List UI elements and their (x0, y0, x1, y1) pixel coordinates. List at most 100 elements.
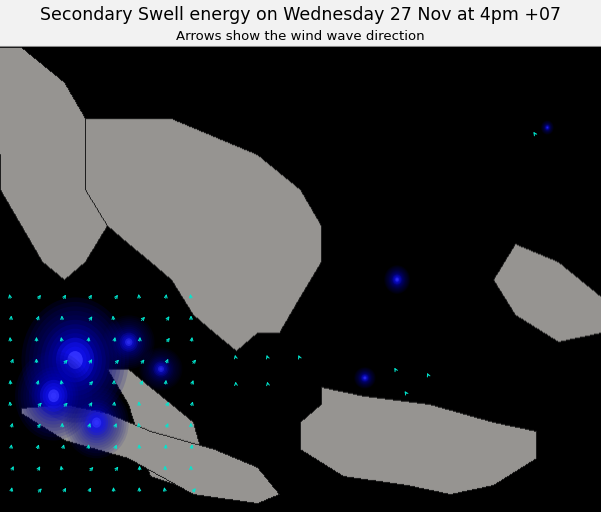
Ellipse shape (544, 124, 551, 131)
Ellipse shape (158, 366, 164, 372)
Ellipse shape (32, 370, 76, 421)
Ellipse shape (364, 377, 365, 379)
Ellipse shape (123, 336, 134, 348)
Ellipse shape (543, 123, 552, 132)
Ellipse shape (34, 373, 73, 418)
Ellipse shape (148, 357, 173, 381)
Ellipse shape (15, 351, 93, 440)
Ellipse shape (69, 392, 124, 453)
Ellipse shape (364, 376, 367, 379)
Ellipse shape (153, 361, 169, 377)
Ellipse shape (543, 122, 552, 133)
Ellipse shape (109, 321, 149, 363)
Ellipse shape (544, 123, 551, 132)
Ellipse shape (83, 407, 111, 438)
Ellipse shape (112, 325, 145, 359)
Ellipse shape (37, 377, 70, 415)
Ellipse shape (29, 306, 121, 414)
Ellipse shape (357, 370, 373, 386)
Ellipse shape (142, 351, 179, 388)
Ellipse shape (139, 348, 183, 391)
Ellipse shape (107, 319, 151, 365)
Ellipse shape (44, 324, 106, 396)
Ellipse shape (64, 387, 129, 458)
Ellipse shape (362, 376, 367, 380)
Ellipse shape (43, 383, 65, 409)
Ellipse shape (120, 333, 138, 352)
Ellipse shape (394, 276, 400, 283)
Text: Secondary Swell energy on Wednesday 27 Nov at 4pm +07: Secondary Swell energy on Wednesday 27 N… (40, 6, 561, 24)
Ellipse shape (356, 370, 373, 387)
Ellipse shape (155, 363, 167, 375)
Ellipse shape (145, 354, 176, 385)
Ellipse shape (23, 360, 84, 431)
Ellipse shape (25, 302, 125, 418)
Ellipse shape (18, 354, 90, 437)
Ellipse shape (395, 278, 399, 282)
Ellipse shape (114, 327, 144, 357)
Ellipse shape (546, 126, 549, 129)
Ellipse shape (545, 125, 550, 130)
Ellipse shape (545, 124, 550, 131)
Ellipse shape (359, 372, 371, 384)
Ellipse shape (92, 417, 101, 428)
Ellipse shape (111, 323, 147, 361)
Ellipse shape (541, 120, 554, 135)
Ellipse shape (85, 410, 108, 435)
Ellipse shape (20, 357, 87, 434)
Ellipse shape (141, 349, 181, 389)
Ellipse shape (354, 367, 376, 389)
Ellipse shape (392, 273, 403, 286)
Ellipse shape (78, 402, 115, 443)
Ellipse shape (76, 399, 117, 445)
Ellipse shape (41, 320, 109, 400)
Ellipse shape (48, 329, 102, 391)
Ellipse shape (384, 265, 410, 294)
Ellipse shape (103, 315, 154, 369)
Ellipse shape (127, 340, 130, 344)
Ellipse shape (392, 274, 401, 285)
Ellipse shape (81, 404, 113, 440)
Ellipse shape (542, 122, 552, 133)
Ellipse shape (121, 334, 136, 350)
Ellipse shape (29, 367, 79, 424)
Ellipse shape (396, 279, 398, 281)
Ellipse shape (356, 369, 374, 387)
Ellipse shape (542, 121, 553, 134)
Ellipse shape (547, 127, 548, 128)
Ellipse shape (359, 373, 370, 383)
Ellipse shape (94, 420, 99, 425)
Ellipse shape (389, 270, 405, 289)
Ellipse shape (361, 374, 369, 382)
Ellipse shape (159, 368, 162, 371)
Ellipse shape (64, 347, 87, 373)
Ellipse shape (22, 297, 129, 422)
Ellipse shape (386, 267, 408, 292)
Text: Arrows show the wind wave direction: Arrows show the wind wave direction (176, 30, 425, 43)
Ellipse shape (542, 121, 554, 134)
Ellipse shape (67, 390, 126, 456)
Ellipse shape (389, 271, 404, 288)
Ellipse shape (385, 266, 409, 293)
Ellipse shape (391, 272, 403, 287)
Ellipse shape (362, 375, 368, 381)
Ellipse shape (52, 333, 98, 387)
Ellipse shape (26, 364, 81, 428)
Ellipse shape (152, 360, 170, 378)
Ellipse shape (72, 355, 79, 365)
Ellipse shape (67, 351, 83, 369)
Ellipse shape (46, 386, 62, 406)
Ellipse shape (358, 371, 372, 385)
Ellipse shape (33, 311, 117, 409)
Ellipse shape (156, 365, 166, 374)
Ellipse shape (546, 125, 549, 130)
Ellipse shape (116, 329, 142, 355)
Ellipse shape (355, 368, 375, 388)
Ellipse shape (150, 358, 172, 380)
Ellipse shape (118, 331, 140, 354)
Ellipse shape (40, 380, 67, 412)
Ellipse shape (51, 393, 56, 399)
Ellipse shape (147, 355, 175, 383)
Ellipse shape (87, 412, 106, 433)
Ellipse shape (72, 395, 122, 451)
